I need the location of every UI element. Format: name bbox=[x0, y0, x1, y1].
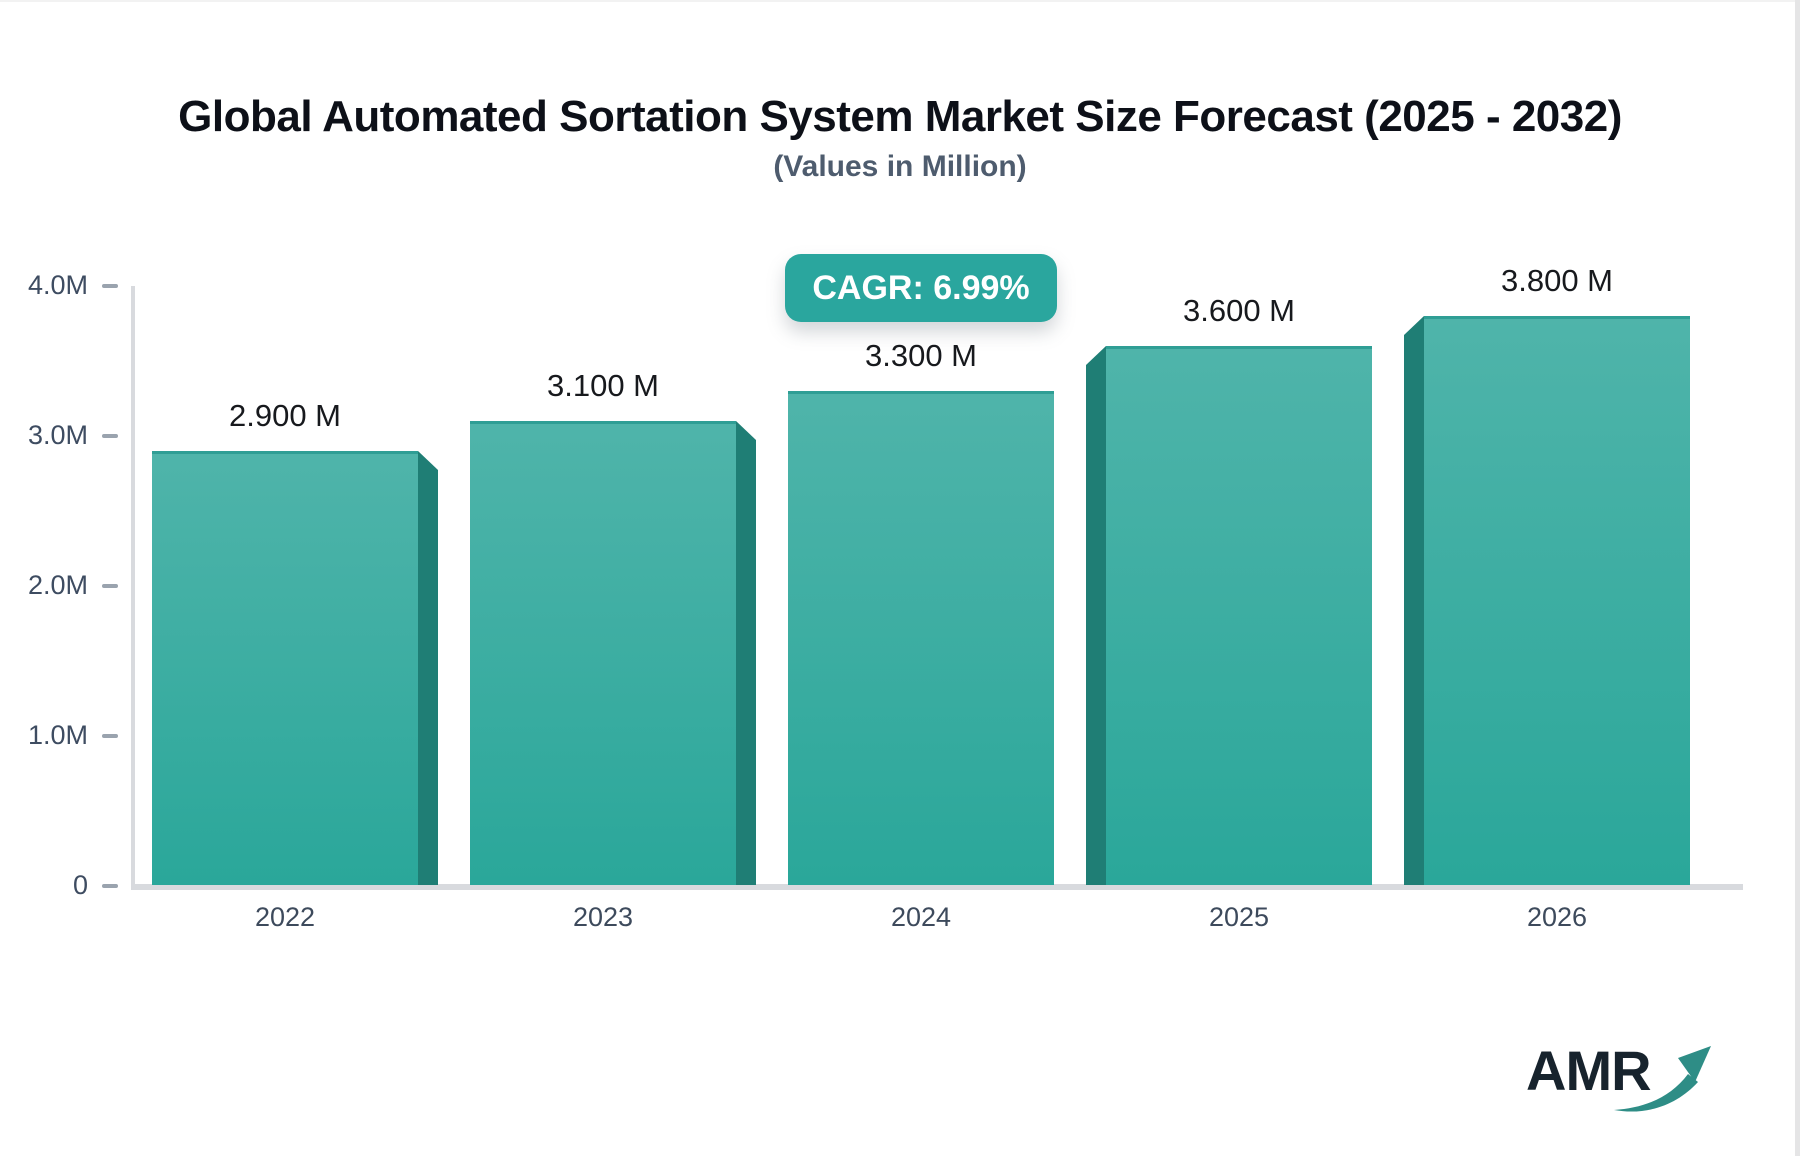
y-tick-mark bbox=[102, 434, 118, 438]
bar-2022 bbox=[152, 451, 418, 885]
bar-2024 bbox=[788, 391, 1054, 885]
y-tick-label: 2.0M bbox=[27, 570, 88, 600]
cagr-badge: CAGR: 6.99% bbox=[785, 254, 1057, 322]
y-tick-mark bbox=[102, 584, 118, 588]
bar-side-face-2026 bbox=[1404, 316, 1424, 885]
window-right-edge bbox=[1795, 0, 1800, 1156]
amr-logo: AMR bbox=[1526, 1038, 1746, 1128]
y-tick-label: 3.0M bbox=[27, 420, 88, 450]
bar-2026 bbox=[1424, 316, 1690, 885]
growth-arrow-icon bbox=[1614, 1046, 1711, 1112]
y-tick-mark bbox=[102, 284, 118, 288]
x-category-label-2024: 2024 bbox=[890, 902, 952, 932]
bar-value-label-2026: 3.800 M bbox=[1500, 263, 1613, 298]
y-tick-mark bbox=[102, 884, 118, 888]
y-tick-label: 4.0M bbox=[27, 270, 88, 300]
x-category-label-2022: 2022 bbox=[254, 902, 316, 932]
x-category-label-2026: 2026 bbox=[1526, 902, 1588, 932]
bar-2025 bbox=[1106, 346, 1372, 885]
amr-logo-text: AMR bbox=[1526, 1039, 1652, 1102]
bar-value-label-2022: 2.900 M bbox=[228, 398, 341, 433]
bar-2023 bbox=[470, 421, 736, 885]
window-top-edge bbox=[0, 0, 1800, 2]
chart-title: Global Automated Sortation System Market… bbox=[178, 92, 1622, 141]
bar-side-face-2025 bbox=[1086, 346, 1106, 885]
bar-value-label-2023: 3.100 M bbox=[546, 368, 659, 403]
x-category-label-2025: 2025 bbox=[1208, 902, 1270, 932]
bar-value-label-2025: 3.600 M bbox=[1182, 293, 1295, 328]
cagr-badge-label: CAGR: 6.99% bbox=[812, 269, 1030, 307]
x-category-label-2023: 2023 bbox=[572, 902, 634, 932]
y-axis-line bbox=[131, 286, 135, 886]
bar-side-face-2023 bbox=[736, 421, 756, 885]
chart-subtitle: (Values in Million) bbox=[773, 150, 1027, 183]
bar-side-face-2022 bbox=[418, 451, 438, 885]
bar-value-label-2024: 3.300 M bbox=[864, 338, 977, 373]
x-axis-line bbox=[131, 884, 1743, 890]
y-tick-mark bbox=[102, 734, 118, 738]
y-tick-label: 0 bbox=[72, 870, 88, 900]
y-tick-label: 1.0M bbox=[27, 720, 88, 750]
